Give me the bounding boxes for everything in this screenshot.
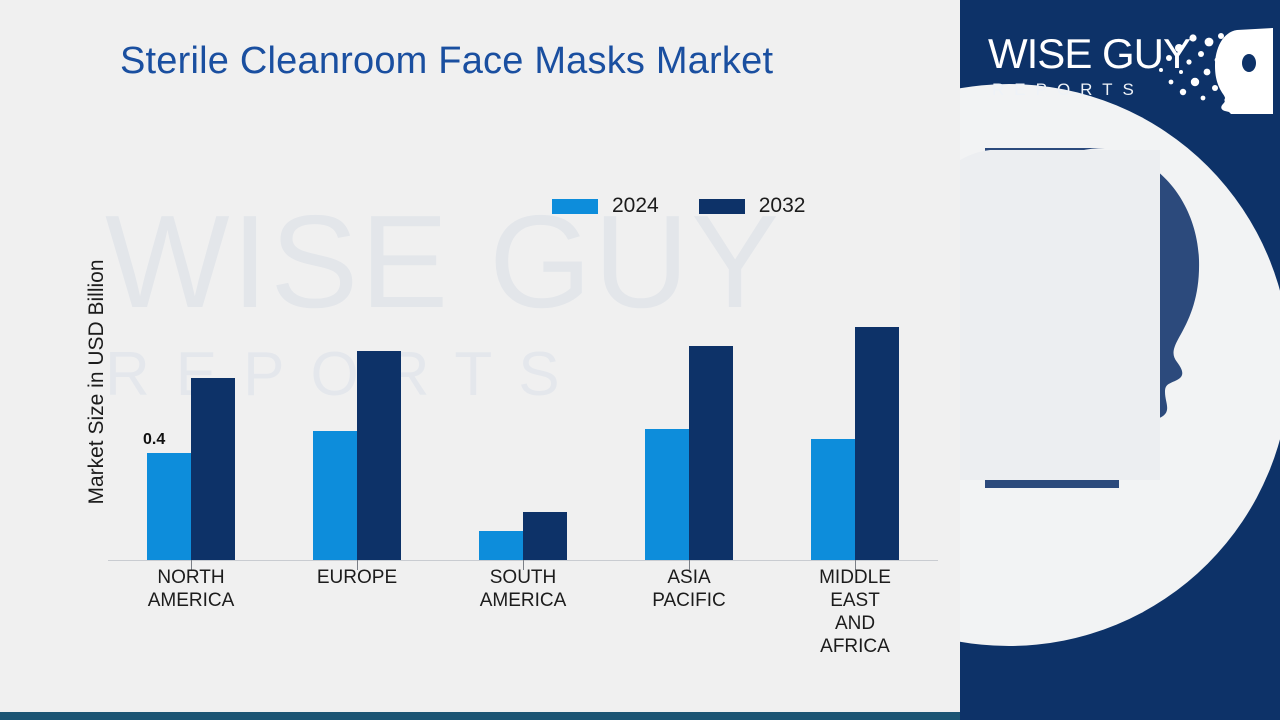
bar-2032-middle-east-and-africa[interactable] — [855, 326, 899, 560]
brand-panel: WISE GUY REPORTS — [960, 0, 1280, 712]
logo-face-icon — [1159, 28, 1273, 114]
logo-wordmark: WISE GUY — [988, 30, 1191, 77]
x-axis-category-label: SOUTH AMERICA — [479, 567, 567, 611]
wiseguy-logo: WISE GUY REPORTS — [982, 28, 1273, 114]
chart-title: Sterile Cleanroom Face Masks Market — [120, 40, 774, 82]
x-axis-tick — [523, 560, 524, 570]
bar-value-label: 0.4 — [143, 430, 166, 448]
bottom-accent-strip-right — [960, 712, 1280, 720]
bar-2024-europe[interactable] — [313, 431, 357, 560]
bar-2032-north-america[interactable] — [191, 377, 235, 560]
legend-label-2024: 2024 — [612, 194, 659, 217]
bar-2024-south-america[interactable] — [479, 530, 523, 560]
bar-2032-south-america[interactable] — [523, 511, 567, 560]
x-axis-category-label: MIDDLE EAST AND AFRICA — [819, 567, 891, 657]
x-axis-category-label: EUROPE — [316, 567, 398, 588]
bar-2024-asia-pacific[interactable] — [645, 428, 689, 560]
chart-legend: 2024 2032 — [552, 194, 805, 218]
bar-2024-north-america[interactable] — [147, 452, 191, 560]
x-axis-tick — [357, 560, 358, 570]
y-axis-label: Market Size in USD Billion — [85, 259, 108, 505]
legend-item-2024[interactable]: 2024 — [552, 194, 659, 218]
bar-2024-middle-east-and-africa[interactable] — [811, 439, 855, 560]
legend-swatch-2024 — [552, 198, 598, 214]
legend-item-2032[interactable]: 2032 — [698, 194, 806, 218]
x-axis-tick — [191, 560, 192, 570]
x-axis-category-label: NORTH AMERICA — [147, 567, 235, 611]
head-profile-dots-icon — [960, 150, 1160, 480]
chart-panel: WISE GUY REPORTS Sterile Cleanroom Face … — [85, 40, 938, 657]
legend-swatch-2032 — [698, 198, 745, 214]
x-axis-category-label: ASIA PACIFIC — [652, 567, 726, 611]
legend-label-2032: 2032 — [758, 194, 806, 217]
bar-2032-europe[interactable] — [357, 351, 401, 560]
bar-2032-asia-pacific[interactable] — [689, 345, 733, 560]
x-axis-tick — [689, 560, 690, 570]
logo-subtext: REPORTS — [992, 80, 1144, 99]
x-axis-tick — [855, 560, 856, 570]
bottom-accent-strip — [0, 712, 1280, 720]
